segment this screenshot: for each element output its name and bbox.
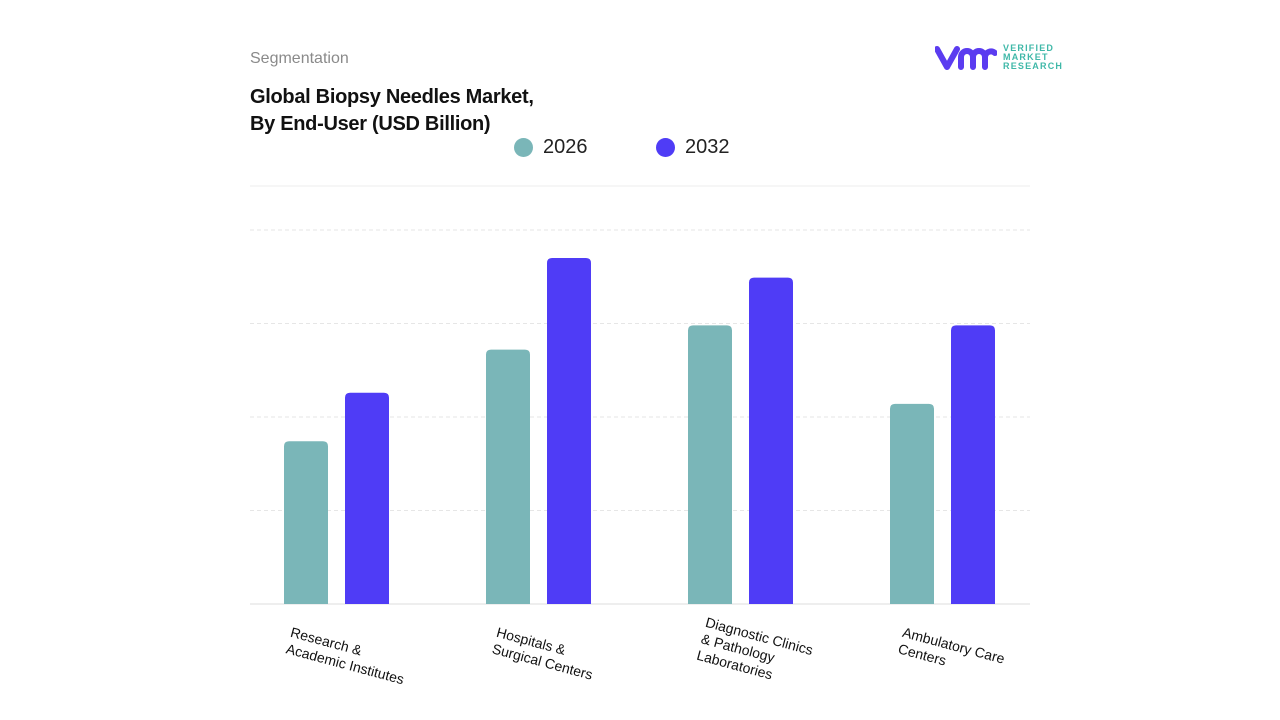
bar-2032-3 (951, 325, 995, 604)
legend-label-2032: 2032 (685, 136, 730, 158)
bar-2032-0 (345, 392, 389, 604)
logo: VERIFIED MARKET RESEARCH (935, 44, 1063, 71)
title-line-1: Global Biopsy Needles Market, (250, 86, 534, 108)
bar-2032-1 (547, 258, 591, 604)
title-line-2: By End-User (USD Billion) (250, 113, 491, 135)
logo-line-2: MARKET (1003, 52, 1049, 62)
legend-item-2026: 2026 (514, 136, 588, 159)
bar-2026-0 (284, 441, 328, 604)
section-label: Segmentation (250, 50, 349, 67)
legend-swatch-2026 (514, 138, 533, 157)
chart-title: Global Biopsy Needles Market, By End-Use… (250, 84, 534, 138)
bar-2026-2 (688, 325, 732, 604)
logo-line-1: VERIFIED (1003, 43, 1055, 53)
vmr-logo-mark-icon (935, 45, 997, 70)
bar-2026-3 (890, 403, 934, 604)
legend-item-2032: 2032 (656, 136, 730, 159)
legend-swatch-2032 (656, 138, 675, 157)
legend-label-2026: 2026 (543, 136, 588, 158)
bar-2026-1 (486, 349, 530, 604)
logo-line-3: RESEARCH (1003, 61, 1064, 71)
bar-2032-2 (749, 277, 793, 604)
